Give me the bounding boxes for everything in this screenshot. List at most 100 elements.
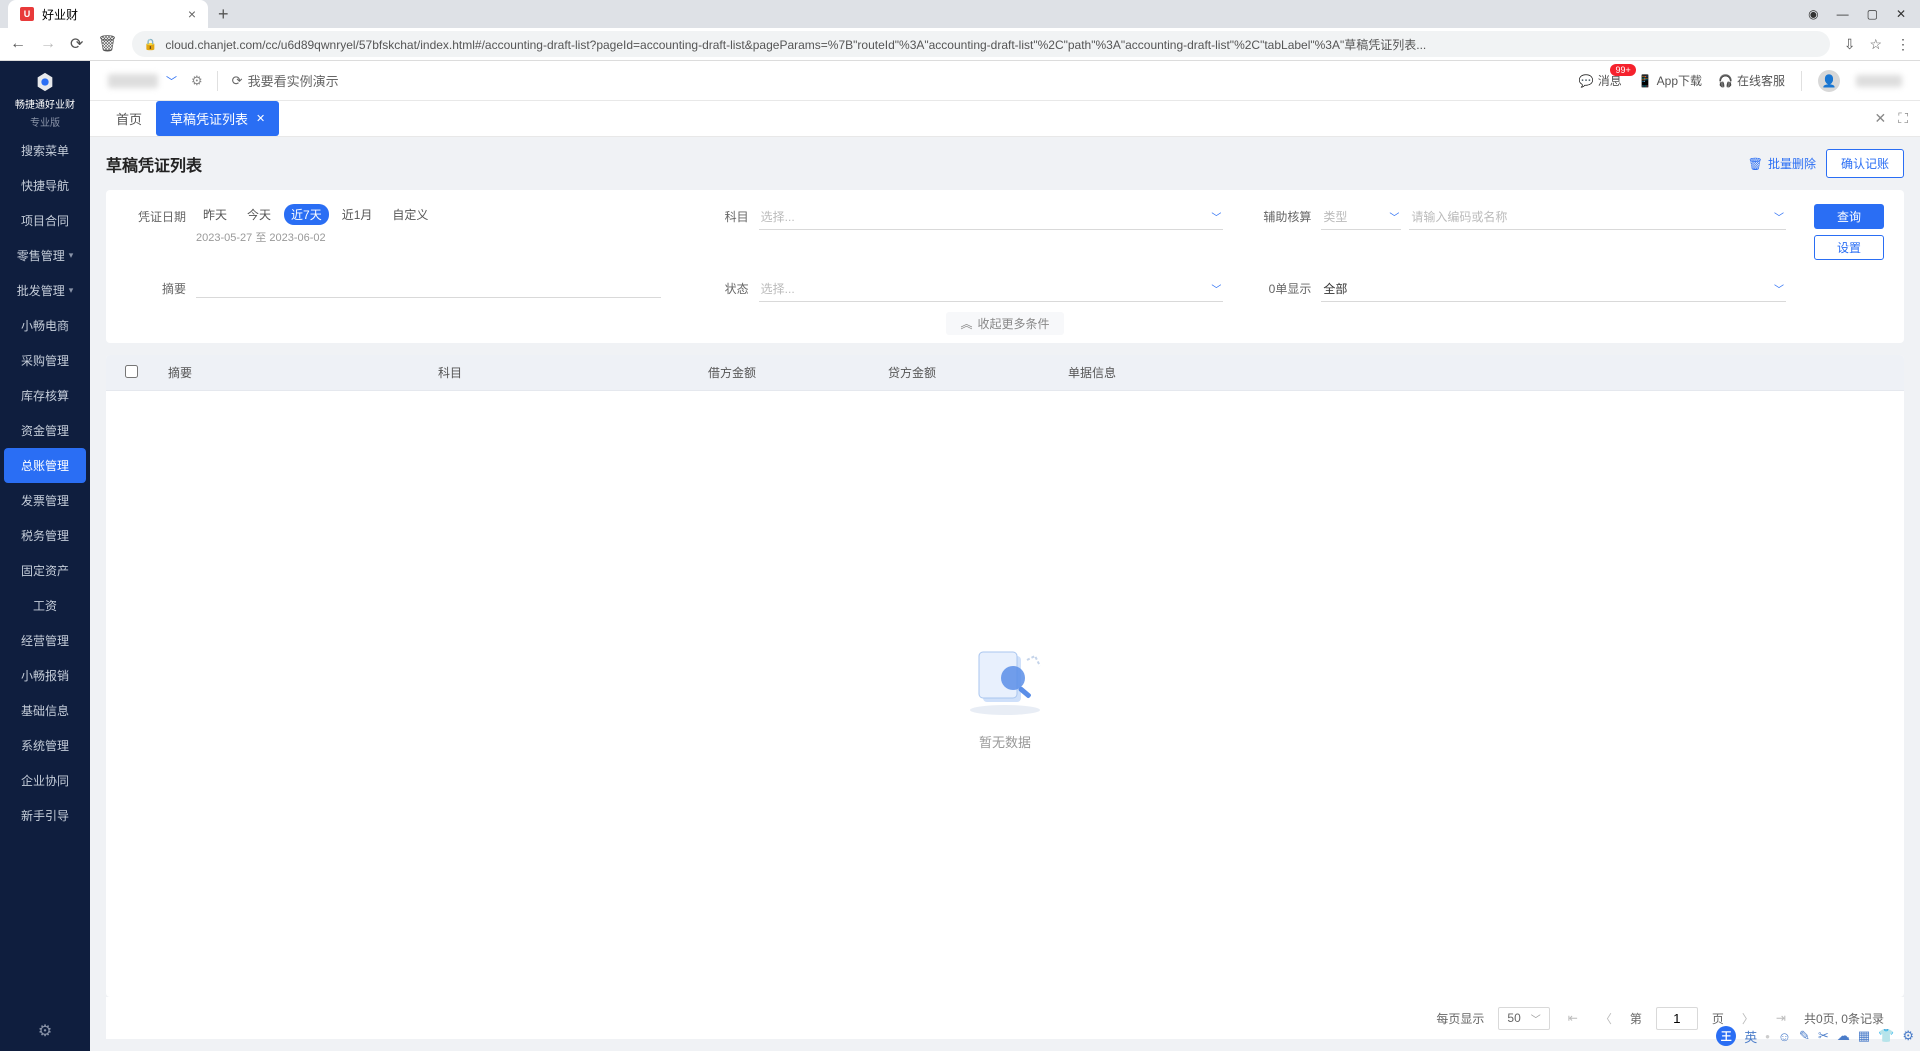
sidebar-item-label: 快捷导航 (21, 177, 69, 194)
forward-icon[interactable]: → (40, 35, 56, 53)
sidebar-item[interactable]: 系统管理 (0, 728, 90, 763)
sidebar-item[interactable]: 搜索菜单 (0, 133, 90, 168)
tray-smile-icon[interactable]: ☺ (1778, 1029, 1791, 1044)
sidebar-item[interactable]: 固定资产 (0, 553, 90, 588)
page-prev-icon[interactable]: 〈 (1596, 1010, 1616, 1027)
sidebar-item[interactable]: 基础信息 (0, 693, 90, 728)
status-placeholder: 选择... (761, 280, 795, 297)
sidebar-item[interactable]: 批发管理▾ (0, 273, 90, 308)
sidebar-item[interactable]: 总账管理 (4, 448, 86, 483)
date-option[interactable]: 自定义 (385, 204, 435, 225)
tab-home[interactable]: 首页 (102, 101, 156, 136)
org-settings-icon[interactable]: ⚙ (191, 73, 203, 89)
sidebar-item[interactable]: 项目合同 (0, 203, 90, 238)
avatar[interactable]: 👤 (1818, 70, 1840, 92)
chevron-down-icon: ▾ (69, 285, 74, 296)
confirm-button[interactable]: 确认记账 (1826, 149, 1904, 178)
messages-button[interactable]: 💬 消息 99+ (1579, 72, 1622, 89)
fullscreen-icon[interactable]: ⛶ (1898, 110, 1908, 127)
page-input[interactable] (1656, 1007, 1698, 1030)
sidebar-item[interactable]: 零售管理▾ (0, 238, 90, 273)
new-tab-button[interactable]: + (218, 4, 229, 25)
tab-active-label: 草稿凭证列表 (170, 109, 248, 128)
reload-icon[interactable]: ⟳ (70, 34, 83, 54)
chevron-down-icon: ﹀ (1531, 1011, 1541, 1026)
logo-text: 畅捷通好业财 (15, 96, 75, 111)
ime-lang[interactable]: 英 (1744, 1027, 1757, 1046)
th-checkbox (106, 365, 156, 381)
tray-person-icon[interactable]: 👕 (1878, 1028, 1894, 1044)
sidebar-item[interactable]: 库存核算 (0, 378, 90, 413)
sidebar-item[interactable]: 经营管理 (0, 623, 90, 658)
maximize-icon[interactable]: ▢ (1867, 7, 1878, 21)
empty-state: 暂无数据 (106, 391, 1904, 997)
date-option[interactable]: 今天 (240, 204, 278, 225)
logo-sub: 专业版 (30, 114, 60, 129)
sidebar-item-label: 采购管理 (21, 352, 69, 369)
sidebar-item[interactable]: 税务管理 (0, 518, 90, 553)
settings-button[interactable]: 设置 (1814, 235, 1884, 260)
sidebar-item[interactable]: 发票管理 (0, 483, 90, 518)
browser-tab[interactable]: U 好业财 × (8, 0, 208, 28)
sidebar-item[interactable]: 资金管理 (0, 413, 90, 448)
install-icon[interactable]: ⇩ (1844, 36, 1856, 53)
play-icon: ⟳ (232, 73, 243, 89)
url-field[interactable]: 🔒 cloud.chanjet.com/cc/u6d89qwnryel/57bf… (132, 31, 1830, 57)
batch-delete-button[interactable]: 🗑 批量删除 (1748, 149, 1816, 178)
sidebar-settings-icon[interactable]: ⚙ (0, 1011, 90, 1051)
aux-code-select[interactable]: 请输入编码或名称 ﹀ (1409, 204, 1786, 230)
status-select[interactable]: 选择... ﹀ (759, 276, 1224, 302)
tab-draft-voucher[interactable]: 草稿凭证列表 ✕ (156, 101, 279, 136)
summary-input[interactable] (196, 276, 661, 298)
select-all-checkbox[interactable] (125, 365, 138, 378)
org-selector[interactable]: ﹀ (108, 73, 177, 89)
th-summary: 摘要 (156, 364, 426, 381)
tray-gear-icon[interactable]: ⚙ (1902, 1028, 1914, 1044)
sidebar-item[interactable]: 工资 (0, 588, 90, 623)
date-option[interactable]: 昨天 (196, 204, 234, 225)
close-window-icon[interactable]: ✕ (1896, 7, 1906, 21)
browser-chrome: U 好业财 × + ◉ — ▢ ✕ ← → ⟳ 🗑 🔒 cloud.chanje… (0, 0, 1920, 61)
per-page-select[interactable]: 50 ﹀ (1498, 1007, 1549, 1030)
tray-edit-icon[interactable]: ✎ (1799, 1028, 1810, 1044)
page-first-icon[interactable]: ⇤ (1564, 1011, 1582, 1025)
download-button[interactable]: 📱 App下载 (1638, 72, 1702, 89)
ime-badge-icon[interactable]: 王 (1716, 1026, 1736, 1046)
ext-icon[interactable]: ◉ (1808, 7, 1818, 21)
tab-close-icon[interactable]: ✕ (256, 112, 265, 125)
back-icon[interactable]: ← (10, 35, 26, 53)
sidebar-item[interactable]: 新手引导 (0, 798, 90, 833)
trash-icon[interactable]: 🗑 (97, 34, 117, 54)
per-page-label: 每页显示 (1436, 1010, 1484, 1027)
addr-actions: ⇩ ☆ ⋮ (1844, 36, 1910, 53)
sidebar-item[interactable]: 小畅电商 (0, 308, 90, 343)
pagination: 每页显示 50 ﹀ ⇤ 〈 第 页 〉 ⇥ 共0页, 0条记录 (106, 997, 1904, 1039)
sidebar-item[interactable]: 企业协同 (0, 763, 90, 798)
collapse-button[interactable]: ︽ 收起更多条件 (946, 312, 1063, 335)
date-option[interactable]: 近1月 (335, 204, 380, 225)
zero-select[interactable]: 全部 ﹀ (1321, 276, 1786, 302)
zero-value: 全部 (1323, 280, 1347, 297)
query-button[interactable]: 查询 (1814, 204, 1884, 229)
subject-select[interactable]: 选择... ﹀ (759, 204, 1224, 230)
tray-cloud-icon[interactable]: ☁ (1837, 1028, 1850, 1044)
th-credit: 贷方金额 (876, 364, 1056, 381)
page-last-icon[interactable]: ⇥ (1772, 1011, 1790, 1025)
tab-close-icon[interactable]: × (188, 6, 196, 22)
sidebar-item[interactable]: 快捷导航 (0, 168, 90, 203)
date-option[interactable]: 近7天 (284, 204, 329, 225)
demo-link[interactable]: ⟳ 我要看实例演示 (232, 71, 339, 90)
browser-tab-bar: U 好业财 × + ◉ — ▢ ✕ (0, 0, 1920, 28)
service-button[interactable]: 🎧 在线客服 (1718, 72, 1785, 89)
url-text: cloud.chanjet.com/cc/u6d89qwnryel/57bfsk… (165, 36, 1426, 53)
sidebar-item[interactable]: 采购管理 (0, 343, 90, 378)
tray-scissors-icon[interactable]: ✂ (1818, 1028, 1829, 1044)
minimize-icon[interactable]: — (1837, 7, 1849, 21)
star-icon[interactable]: ☆ (1869, 36, 1882, 53)
close-all-icon[interactable]: ✕ (1874, 110, 1886, 127)
tray-grid-icon[interactable]: ▦ (1858, 1028, 1870, 1044)
aux-type-select[interactable]: 类型 ﹀ (1321, 204, 1401, 230)
kebab-icon[interactable]: ⋮ (1896, 36, 1910, 53)
page-next-icon[interactable]: 〉 (1738, 1010, 1758, 1027)
sidebar-item[interactable]: 小畅报销 (0, 658, 90, 693)
